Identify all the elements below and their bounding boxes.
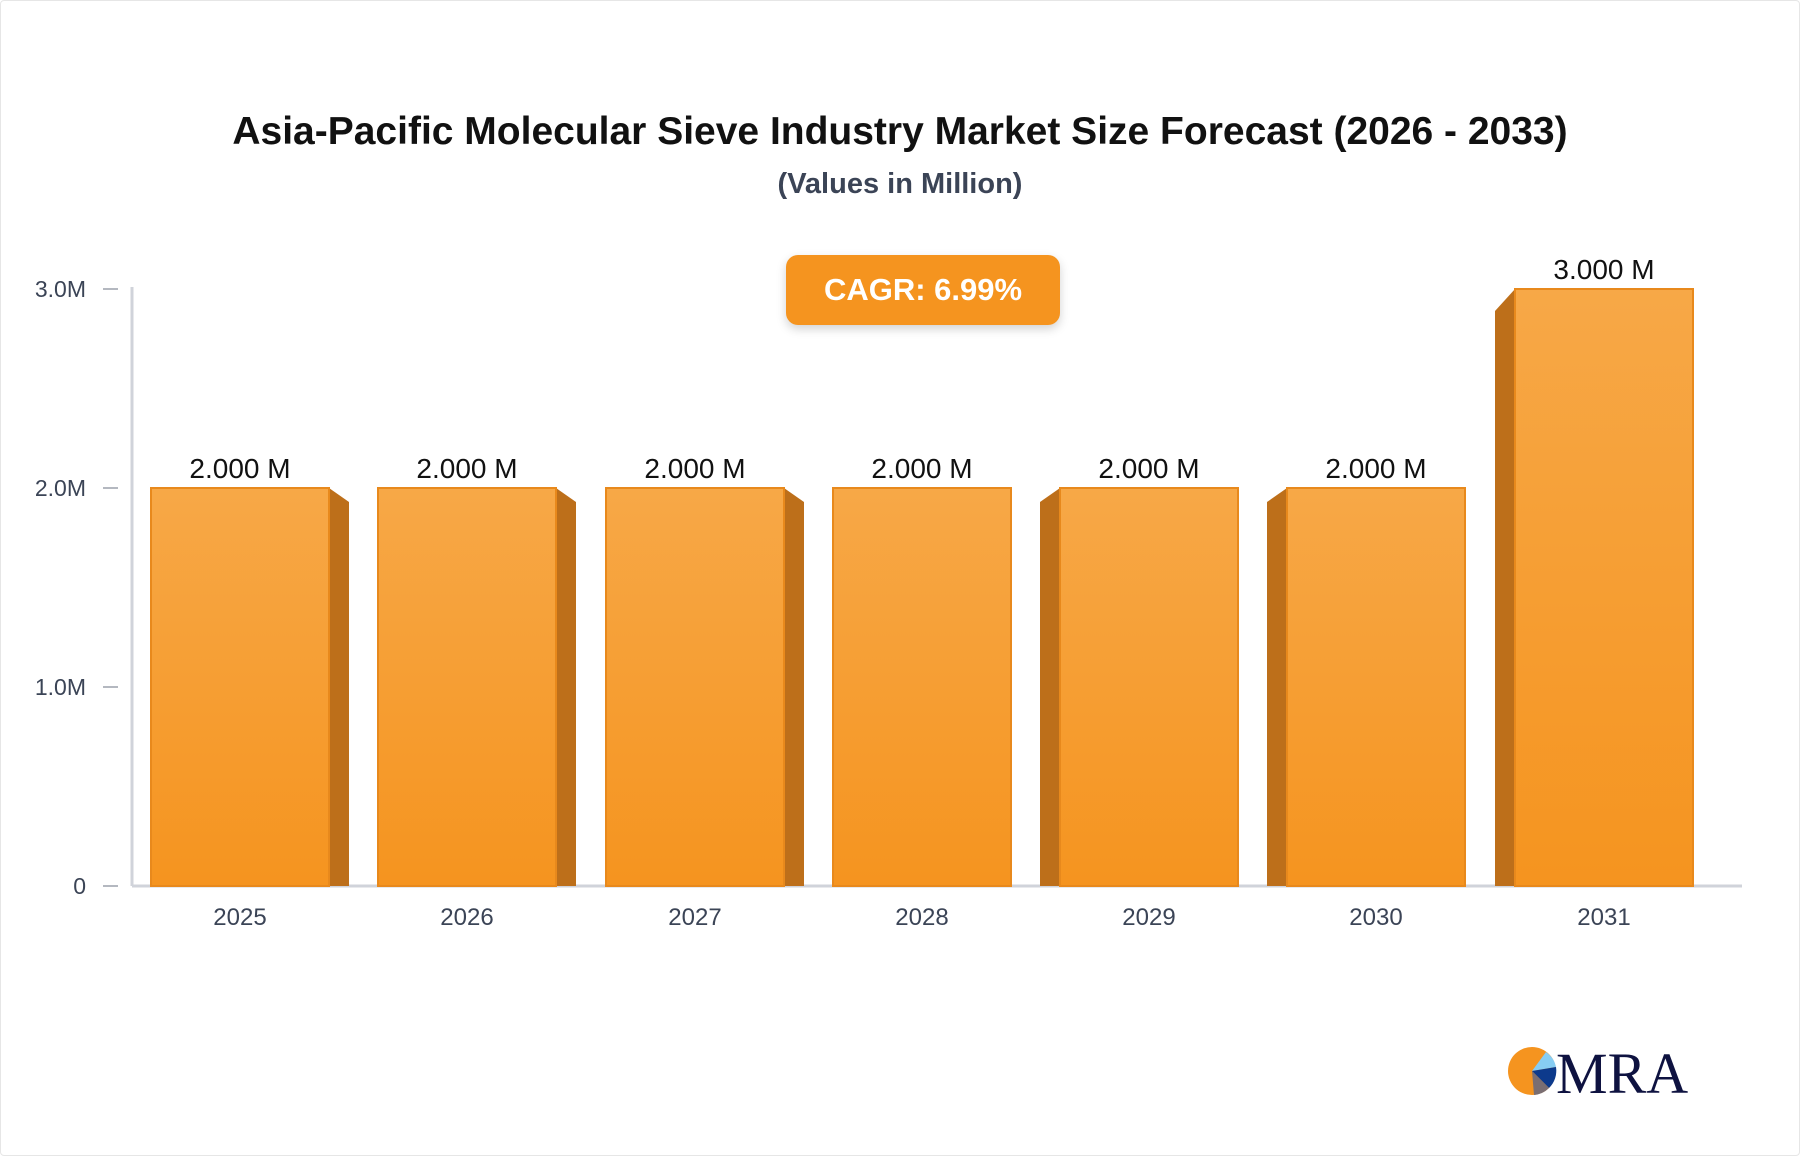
- mra-logo: MRA: [1508, 1041, 1688, 1100]
- x-tick-label: 2025: [213, 904, 266, 931]
- x-tick-label: 2027: [668, 904, 721, 931]
- x-tick-label: 2031: [1577, 904, 1630, 931]
- chart-subtitle: (Values in Million): [777, 168, 1023, 200]
- bar: [1514, 288, 1694, 887]
- bar-side-face: [329, 488, 349, 886]
- bar-value-label: 3.000 M: [1553, 254, 1654, 285]
- bar-side-face: [1495, 289, 1515, 886]
- bar-value-label: 2.000 M: [871, 453, 972, 484]
- bar-side-face: [1267, 488, 1287, 886]
- bar-side-face: [556, 488, 576, 886]
- bar: [832, 487, 1012, 887]
- bar-value-label: 2.000 M: [1325, 453, 1426, 484]
- bar-value-label: 2.000 M: [189, 453, 290, 484]
- bar: [377, 487, 557, 887]
- bar-value-label: 2.000 M: [416, 453, 517, 484]
- x-tick-label: 2026: [440, 904, 493, 931]
- bar: [605, 487, 785, 887]
- bar-value-label: 2.000 M: [644, 453, 745, 484]
- bar-side-face: [1040, 488, 1060, 886]
- chart-title: Asia-Pacific Molecular Sieve Industry Ma…: [232, 110, 1568, 153]
- x-tick-label: 2029: [1122, 904, 1175, 931]
- y-tick-label: 3.0M: [35, 276, 86, 302]
- y-tick-label: 2.0M: [35, 475, 86, 501]
- bar-side-face: [784, 488, 804, 886]
- y-tick-label: 0: [73, 873, 86, 899]
- logo-text: MRA: [1556, 1041, 1688, 1100]
- y-tick-label: 1.0M: [35, 674, 86, 700]
- bar: [1286, 487, 1466, 887]
- bar-value-label: 2.000 M: [1098, 453, 1199, 484]
- x-tick-label: 2028: [895, 904, 948, 931]
- cagr-badge: CAGR: 6.99%: [786, 255, 1060, 325]
- bar: [1059, 487, 1239, 887]
- bar: [150, 487, 330, 887]
- x-tick-label: 2030: [1349, 904, 1402, 931]
